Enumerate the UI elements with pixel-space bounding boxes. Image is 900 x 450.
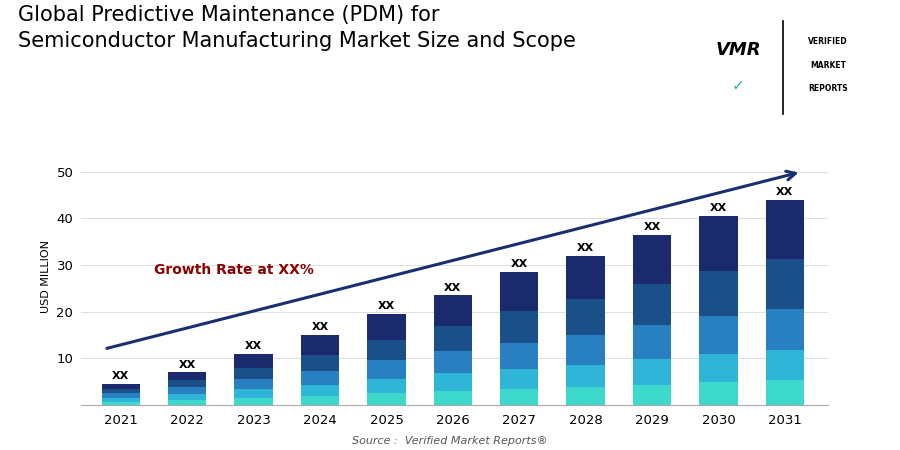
- Bar: [168, 394, 206, 400]
- Bar: [766, 200, 804, 259]
- Bar: [234, 368, 273, 379]
- Text: XX: XX: [445, 283, 462, 293]
- Bar: [434, 373, 473, 391]
- Bar: [500, 342, 538, 369]
- Text: XX: XX: [510, 259, 528, 269]
- Bar: [566, 335, 605, 365]
- Bar: [367, 393, 406, 405]
- Bar: [168, 387, 206, 394]
- Bar: [102, 389, 140, 393]
- Bar: [633, 325, 671, 359]
- Bar: [102, 398, 140, 402]
- Bar: [434, 391, 473, 405]
- Text: XX: XX: [245, 341, 262, 351]
- Text: VERIFIED: VERIFIED: [808, 37, 848, 46]
- Bar: [168, 380, 206, 387]
- Bar: [566, 299, 605, 335]
- Bar: [301, 371, 339, 385]
- Text: VMR: VMR: [716, 41, 760, 59]
- Text: MARKET: MARKET: [810, 61, 846, 70]
- Bar: [766, 259, 804, 309]
- Bar: [766, 350, 804, 380]
- Bar: [234, 389, 273, 398]
- Bar: [434, 326, 473, 351]
- Bar: [500, 369, 538, 389]
- Text: ✓: ✓: [732, 77, 744, 93]
- Text: XX: XX: [577, 243, 594, 253]
- Bar: [434, 351, 473, 373]
- Text: Global Predictive Maintenance (PDM) for
Semiconductor Manufacturing Market Size : Global Predictive Maintenance (PDM) for …: [18, 4, 576, 51]
- Bar: [566, 256, 605, 299]
- Text: XX: XX: [311, 322, 328, 332]
- Bar: [367, 314, 406, 339]
- Bar: [234, 398, 273, 405]
- Bar: [699, 216, 738, 271]
- Text: XX: XX: [378, 301, 395, 311]
- Bar: [633, 385, 671, 405]
- Bar: [699, 382, 738, 405]
- Bar: [234, 354, 273, 368]
- Bar: [699, 354, 738, 382]
- Text: Source :  Verified Market Reports®: Source : Verified Market Reports®: [352, 436, 548, 446]
- Bar: [500, 310, 538, 342]
- Bar: [766, 309, 804, 350]
- Y-axis label: USD MILLION: USD MILLION: [40, 240, 51, 313]
- Bar: [301, 335, 339, 355]
- Bar: [168, 372, 206, 380]
- Text: XX: XX: [644, 222, 661, 232]
- Bar: [168, 400, 206, 405]
- Bar: [301, 355, 339, 371]
- Text: XX: XX: [710, 203, 727, 213]
- Bar: [566, 387, 605, 405]
- Bar: [699, 316, 738, 354]
- Text: REPORTS: REPORTS: [808, 84, 848, 93]
- Bar: [633, 284, 671, 325]
- Bar: [301, 385, 339, 396]
- Bar: [500, 272, 538, 310]
- Text: XX: XX: [178, 360, 196, 369]
- Bar: [633, 359, 671, 385]
- Bar: [633, 235, 671, 284]
- Bar: [234, 379, 273, 389]
- Bar: [367, 339, 406, 360]
- Bar: [367, 378, 406, 393]
- Bar: [500, 389, 538, 405]
- Text: XX: XX: [776, 187, 794, 197]
- Text: XX: XX: [112, 371, 130, 381]
- Bar: [766, 380, 804, 405]
- Bar: [367, 360, 406, 378]
- Bar: [699, 271, 738, 316]
- Bar: [102, 402, 140, 405]
- Bar: [102, 384, 140, 389]
- Bar: [301, 396, 339, 405]
- Bar: [566, 364, 605, 387]
- Bar: [434, 295, 473, 326]
- Bar: [102, 393, 140, 398]
- Text: Growth Rate at XX%: Growth Rate at XX%: [154, 263, 314, 277]
